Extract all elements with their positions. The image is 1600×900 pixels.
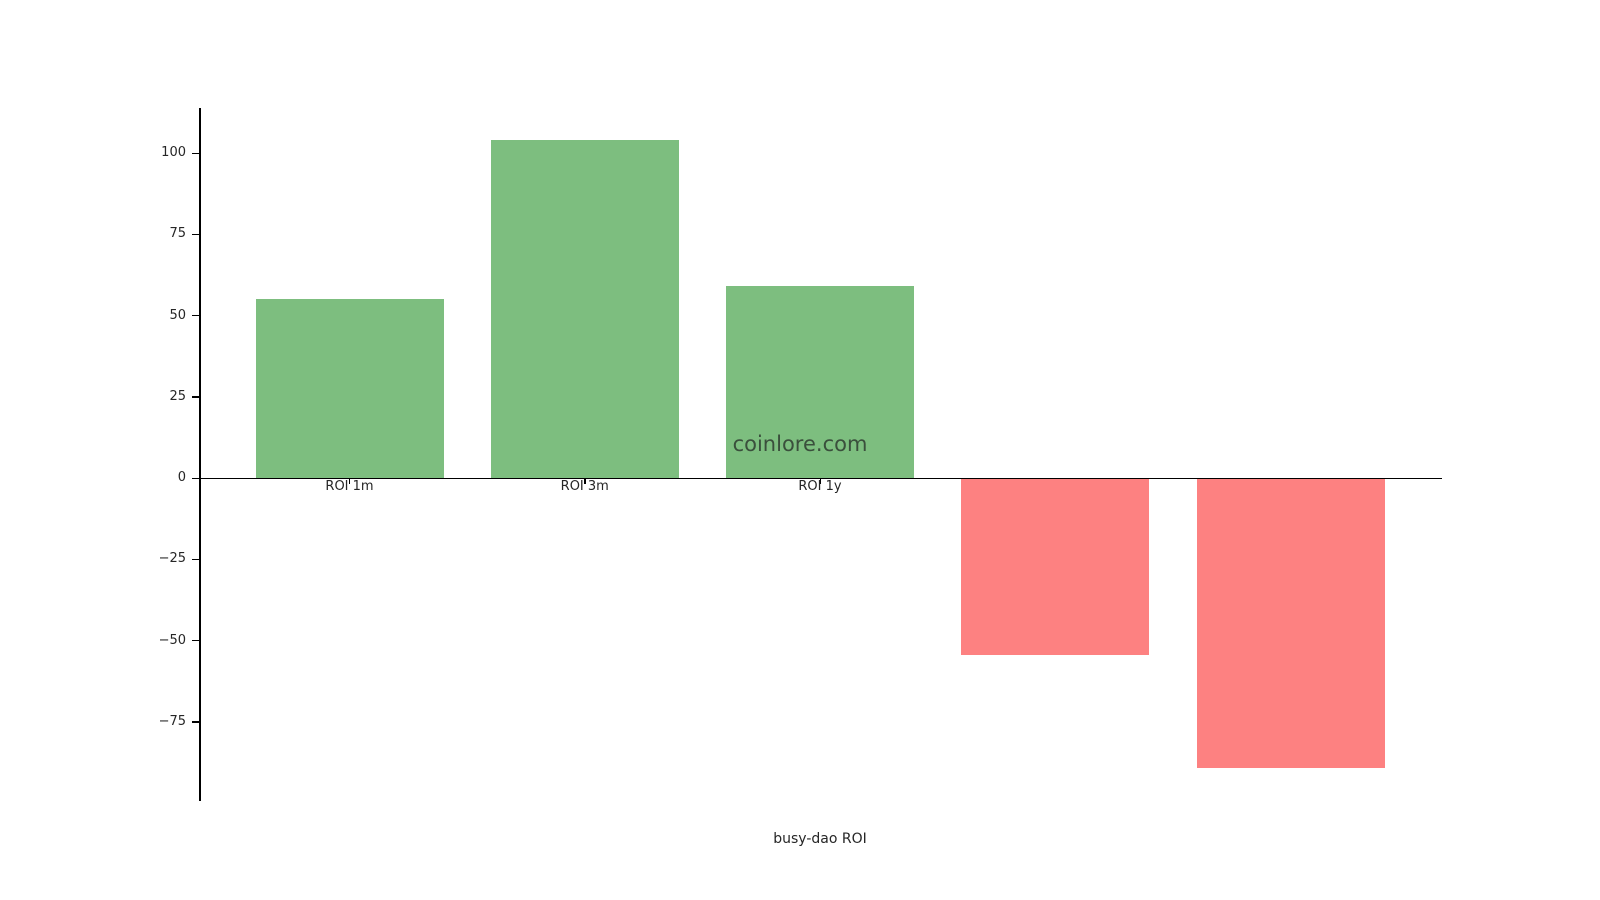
y-tick-label-0: 0: [177, 470, 186, 485]
y-tick-label-50: 50: [169, 307, 186, 323]
bar-hidden-label-4: [1196, 479, 1385, 769]
bar-roi-3m: [490, 140, 679, 478]
bar-roi-1m: [255, 299, 444, 478]
y-tick-mark-100: [192, 152, 199, 154]
x-tick-mark-1: [349, 478, 351, 484]
x-tick-mark-2: [584, 478, 586, 484]
y-tick-mark-50: [192, 315, 199, 317]
x-tick-label-roi-1m: ROI 1m: [325, 479, 374, 494]
y-tick-mark--75: [192, 721, 199, 723]
y-tick-mark-75: [192, 233, 199, 236]
y-tick-mark--50: [192, 640, 199, 642]
x-axis-title: busy-dao ROI: [773, 831, 867, 847]
y-axis-line: [199, 108, 201, 801]
y-tick-mark-0: [192, 477, 199, 479]
x-axis-zero-line: [199, 477, 1442, 479]
watermark-text: coinlore.com: [732, 432, 868, 456]
x-tick-label-roi-3m: ROI 3m: [560, 479, 609, 494]
y-tick-label--50: −50: [158, 632, 186, 648]
y-tick-label-75: 75: [169, 226, 186, 242]
y-tick-label-25: 25: [169, 388, 186, 404]
y-tick-label--75: −75: [158, 713, 186, 729]
bar-hidden-label-3: [961, 479, 1150, 655]
y-tick-mark-25: [192, 396, 199, 398]
y-tick-label-100: 100: [161, 145, 186, 160]
bar-roi-1y: [726, 286, 914, 478]
x-tick-label-roi-1y: ROI 1y: [798, 479, 842, 494]
y-tick-mark--25: [192, 558, 199, 561]
x-tick-mark-3: [819, 478, 821, 484]
y-tick-label--25: −25: [158, 551, 186, 567]
